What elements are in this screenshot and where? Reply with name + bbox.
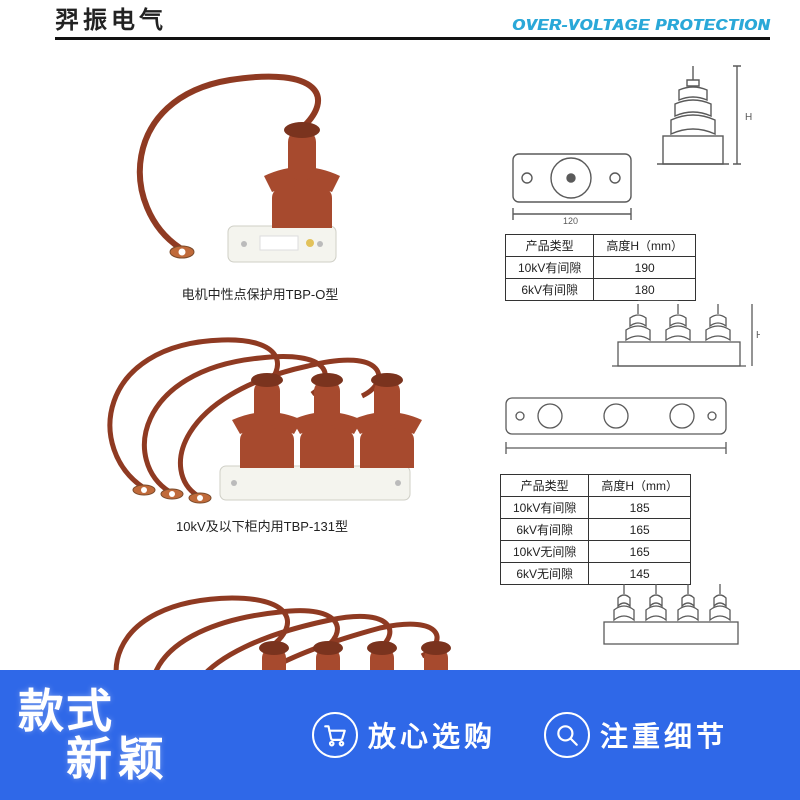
product-triple-arrester-image bbox=[92, 310, 432, 510]
product-triple-caption: 10kV及以下柜内用TBP-131型 bbox=[92, 516, 432, 535]
table-row: 6kV有间隙165 bbox=[501, 519, 691, 541]
table-row: 10kV有间隙185 bbox=[501, 497, 691, 519]
col-height: 高度H（mm） bbox=[589, 475, 691, 497]
slogan-line-2: 新颖 bbox=[66, 735, 170, 783]
table-row: 10kV有间隙190 bbox=[506, 257, 696, 279]
col-height: 高度H（mm） bbox=[594, 235, 696, 257]
slogan-line-1: 款式 bbox=[18, 687, 114, 735]
magnifier-icon bbox=[544, 712, 590, 758]
spec-table-triple: 产品类型 高度H（mm） 10kV有间隙185 6kV有间隙165 10kV无间… bbox=[500, 474, 691, 585]
table-row: 10kV无间隙165 bbox=[501, 541, 691, 563]
product-single-caption: 电机中性点保护用TBP-O型 bbox=[110, 284, 410, 303]
promo-banner: 款式 新颖 放心选购 注重细节 bbox=[0, 670, 800, 800]
feature-label: 注重细节 bbox=[600, 715, 728, 755]
product-single-arrester-image bbox=[110, 58, 410, 278]
engineering-drawing-single: H 120 bbox=[505, 60, 755, 230]
svg-text:120: 120 bbox=[563, 216, 578, 226]
col-type: 产品类型 bbox=[506, 235, 594, 257]
table-row: 6kV有间隙180 bbox=[506, 279, 696, 301]
engineering-drawing-triple: H 120 bbox=[500, 300, 760, 470]
svg-text:H: H bbox=[756, 330, 760, 341]
spec-table-single: 产品类型 高度H（mm） 10kV有间隙190 6kV有间隙180 bbox=[505, 234, 696, 301]
cart-icon bbox=[312, 712, 358, 758]
section-title: OVER-VOLTAGE PROTECTION bbox=[512, 17, 770, 35]
feature-label: 放心选购 bbox=[368, 715, 496, 755]
svg-text:H: H bbox=[745, 112, 752, 123]
col-type: 产品类型 bbox=[501, 475, 589, 497]
brand-title: 羿振电气 bbox=[55, 0, 167, 35]
